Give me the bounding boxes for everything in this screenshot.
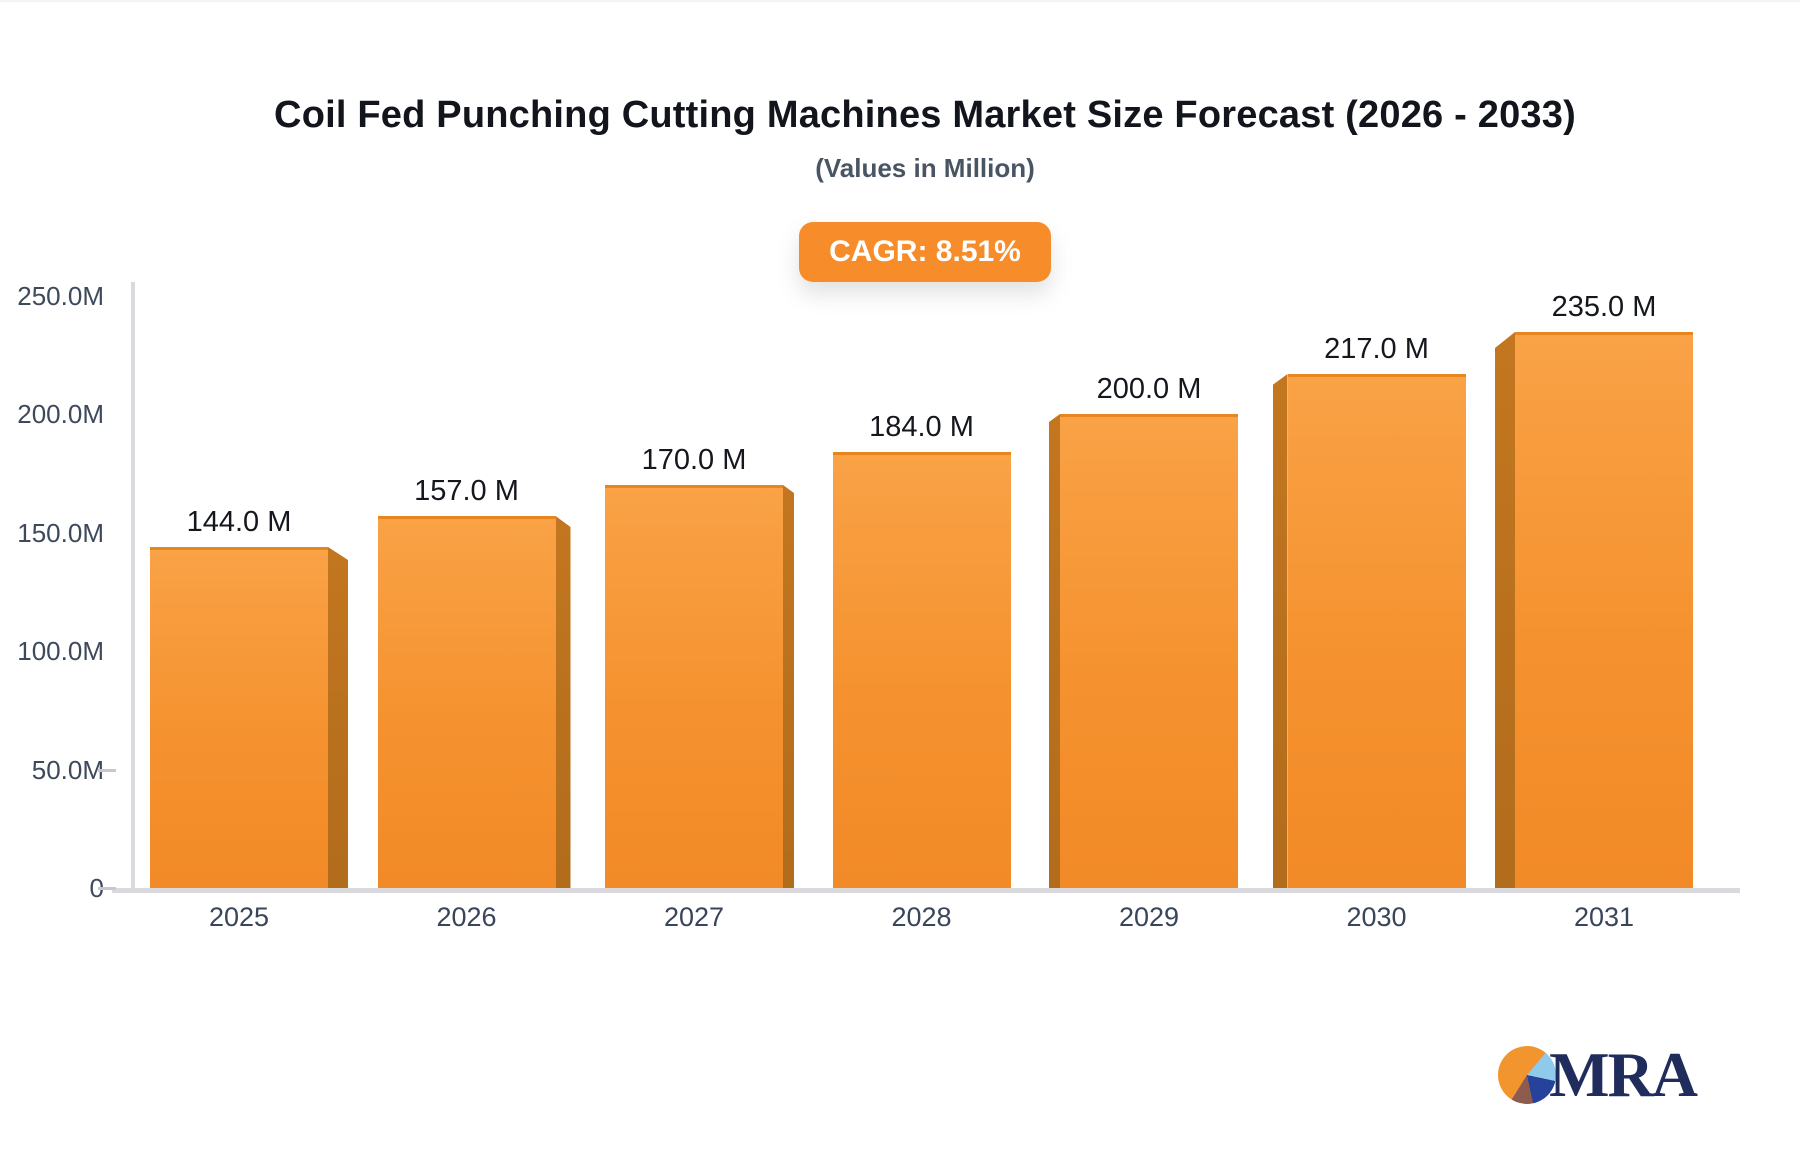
x-axis-baseline: [112, 888, 1740, 893]
x-axis-label: 2030: [1346, 902, 1407, 932]
bar-2027: [605, 485, 783, 888]
x-axis-label: 2027: [663, 902, 725, 932]
chart-subtitle: (Values in Million): [815, 153, 1035, 183]
bar-value-label: 157.0 M: [414, 475, 519, 507]
y-axis-tick-label: 250.0M: [17, 281, 104, 311]
bar-side-2031: [1495, 332, 1515, 888]
x-axis-label: 2031: [1573, 902, 1635, 932]
y-axis-tick-label: 150.0M: [17, 517, 104, 548]
brand-logo: MRA: [1498, 1039, 1698, 1110]
y-axis-tick-label: 100.0M: [17, 636, 104, 667]
y-axis-tick-label: 0: [89, 873, 104, 903]
bar-side-2030: [1272, 374, 1288, 888]
bar-value-label: 200.0 M: [1096, 373, 1202, 405]
pie-chart-icon: [1498, 1046, 1557, 1104]
y-axis-line: [131, 282, 135, 890]
bar-side-2025: [328, 547, 348, 888]
bar-value-label: 170.0 M: [641, 444, 747, 476]
bar-2026: [377, 516, 556, 888]
bar-side-2026: [555, 516, 571, 888]
bar-value-label: 184.0 M: [869, 411, 974, 443]
bar-2025: [150, 547, 328, 888]
x-axis-label: 2029: [1118, 902, 1180, 932]
bar-value-label: 217.0 M: [1324, 333, 1429, 365]
bar-value-label: 235.0 M: [1551, 291, 1657, 323]
bar-value-label: 144.0 M: [186, 506, 292, 538]
y-axis-tick-label: 200.0M: [17, 399, 104, 430]
brand-text: MRA: [1549, 1039, 1698, 1110]
cagr-badge: CAGR: 8.51%: [799, 222, 1051, 282]
x-axis-label: 2028: [891, 902, 952, 932]
chart-header: Coil Fed Punching Cutting Machines Marke…: [50, 2, 1800, 282]
y-axis-tick-mark: [98, 768, 116, 772]
y-axis-tick-label: 50.0M: [31, 754, 104, 785]
bar-2029: [1060, 414, 1238, 888]
x-axis-label: 2026: [436, 902, 497, 932]
chart-title: Coil Fed Punching Cutting Machines Marke…: [274, 94, 1576, 136]
x-axis-label: 2025: [208, 902, 270, 932]
bar-2031: [1515, 332, 1693, 888]
bar-2028: [832, 452, 1011, 888]
bar-side-2029: [1049, 414, 1060, 888]
bar-2030: [1287, 374, 1466, 888]
y-axis-tick-mark: [98, 887, 116, 890]
bar-side-2027: [783, 485, 794, 888]
